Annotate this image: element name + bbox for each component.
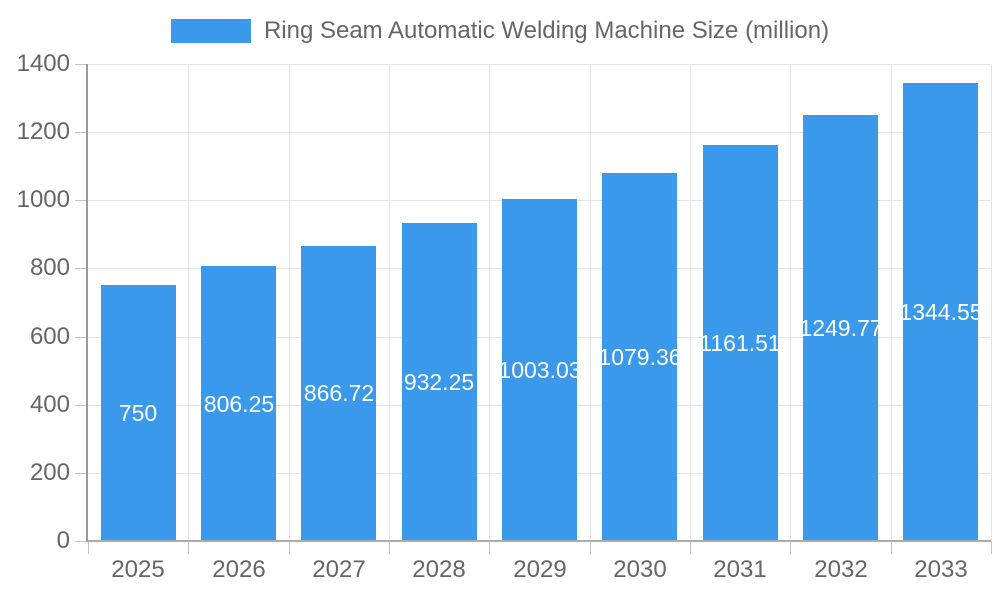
x-tick-mark: [389, 541, 390, 554]
y-tick-mark: [75, 405, 88, 406]
v-gridline: [389, 64, 390, 541]
bar-value-label: 1344.55: [899, 299, 983, 325]
h-gridline: [88, 64, 991, 65]
y-axis-line: [86, 64, 88, 542]
v-gridline: [188, 64, 189, 541]
bar-value-label: 1249.77: [799, 315, 883, 341]
y-tick-label: 1400: [16, 50, 70, 77]
bar-2032: [803, 115, 878, 541]
bar-2025: [101, 285, 176, 541]
y-tick-label: 0: [56, 527, 70, 554]
x-tick-mark: [590, 541, 591, 554]
y-tick-label: 1200: [16, 118, 70, 145]
v-gridline: [489, 64, 490, 541]
bar-2033: [903, 83, 978, 541]
x-tick-label: 2032: [814, 556, 868, 583]
y-tick-mark: [75, 473, 88, 474]
x-tick-label: 2031: [713, 556, 767, 583]
x-tick-mark: [891, 541, 892, 554]
v-gridline: [590, 64, 591, 541]
bar-value-label: 750: [118, 400, 158, 426]
bar-value-label: 932.25: [403, 369, 475, 395]
v-gridline: [891, 64, 892, 541]
legend-swatch-icon: [170, 19, 251, 43]
bar-2028: [402, 223, 477, 541]
y-tick-label: 1000: [16, 186, 70, 213]
bar-2030: [602, 173, 677, 541]
legend-item[interactable]: Ring Seam Automatic Welding Machine Size…: [0, 19, 1000, 43]
x-tick-mark: [991, 541, 992, 554]
x-axis-line: [88, 540, 991, 542]
x-tick-mark: [790, 541, 791, 554]
y-tick-mark: [75, 64, 88, 65]
h-gridline: [88, 132, 991, 133]
v-gridline: [790, 64, 791, 541]
x-tick-mark: [88, 541, 89, 554]
x-tick-label: 2025: [111, 556, 165, 583]
bar-2027: [301, 246, 376, 541]
x-tick-label: 2033: [914, 556, 968, 583]
bar-2031: [703, 145, 778, 541]
x-tick-mark: [188, 541, 189, 554]
bar-value-label: 1079.36: [598, 344, 682, 370]
y-tick-mark: [75, 541, 88, 542]
bar-value-label: 806.25: [203, 391, 275, 417]
legend-label: Ring Seam Automatic Welding Machine Size…: [263, 17, 830, 44]
v-gridline: [690, 64, 691, 541]
bar-value-label: 866.72: [303, 380, 375, 406]
bar-2026: [201, 266, 276, 541]
x-tick-label: 2029: [513, 556, 567, 583]
y-tick-label: 800: [29, 254, 70, 281]
y-tick-mark: [75, 132, 88, 133]
y-tick-mark: [75, 268, 88, 269]
x-tick-label: 2030: [613, 556, 667, 583]
x-tick-mark: [289, 541, 290, 554]
y-tick-mark: [75, 200, 88, 201]
y-tick-label: 400: [29, 391, 70, 418]
x-tick-mark: [489, 541, 490, 554]
y-tick-label: 600: [29, 323, 70, 350]
x-tick-label: 2028: [412, 556, 466, 583]
bar-value-label: 1003.03: [498, 357, 582, 383]
x-tick-label: 2027: [312, 556, 366, 583]
x-tick-mark: [690, 541, 691, 554]
y-tick-mark: [75, 337, 88, 338]
v-gridline: [991, 64, 992, 541]
bar-2029: [502, 199, 577, 541]
bar-value-label: 1161.51: [699, 330, 781, 356]
v-gridline: [289, 64, 290, 541]
y-tick-label: 200: [29, 459, 70, 486]
x-tick-label: 2026: [212, 556, 266, 583]
